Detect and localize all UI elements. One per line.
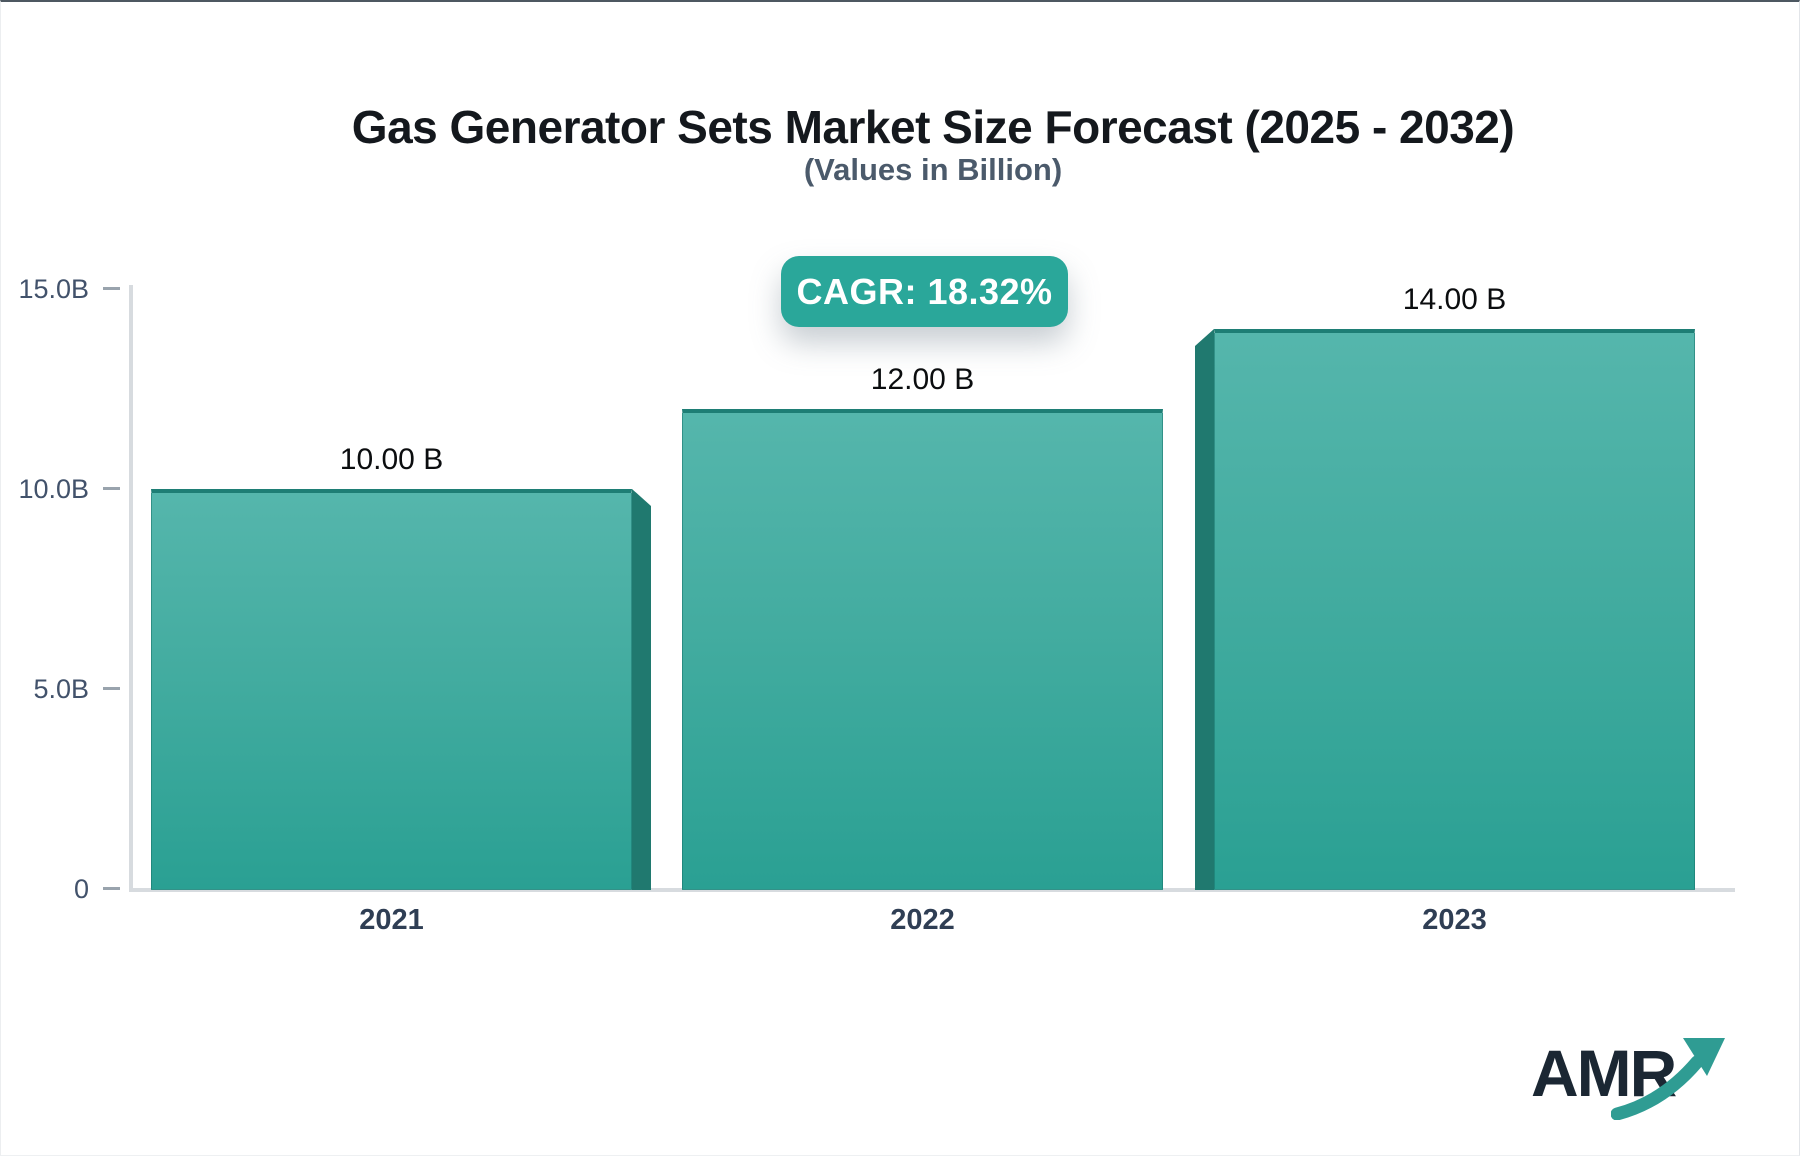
bar-3d-side: [1195, 329, 1214, 890]
bar-2021[interactable]: [151, 489, 632, 890]
y-tick-dash: [103, 887, 120, 890]
page-title: Gas Generator Sets Market Size Forecast …: [351, 101, 1515, 153]
chart-subtitle: (Values in Billion): [803, 152, 1063, 187]
trend-up-arrow-icon: [1611, 1038, 1725, 1120]
x-axis-label: 2023: [1422, 904, 1487, 936]
x-axis-label: 2022: [890, 904, 955, 936]
bar-2023[interactable]: [1214, 329, 1695, 890]
y-tick-label: 5.0B: [33, 674, 89, 704]
y-tick-dash: [103, 287, 120, 290]
cagr-badge-label: CAGR: 18.32%: [796, 270, 1053, 312]
bar-3d-side: [632, 489, 651, 890]
x-axis-label: 2021: [359, 904, 424, 936]
amr-logo: AMR: [1521, 1032, 1741, 1122]
bar-value-label: 10.00 B: [339, 443, 444, 476]
y-tick-label: 15.0B: [18, 274, 89, 304]
y-tick-label: 10.0B: [18, 474, 89, 504]
y-tick-label: 0: [73, 874, 89, 904]
bar-value-label: 12.00 B: [870, 363, 975, 396]
y-tick-dash: [103, 487, 120, 490]
x-axis-line: [129, 888, 1735, 892]
bar-2022[interactable]: [682, 409, 1163, 890]
cagr-badge: CAGR: 18.32%: [781, 256, 1068, 327]
bar-value-label: 14.00 B: [1402, 283, 1507, 316]
y-tick-dash: [103, 687, 120, 690]
y-axis-line: [129, 285, 133, 892]
